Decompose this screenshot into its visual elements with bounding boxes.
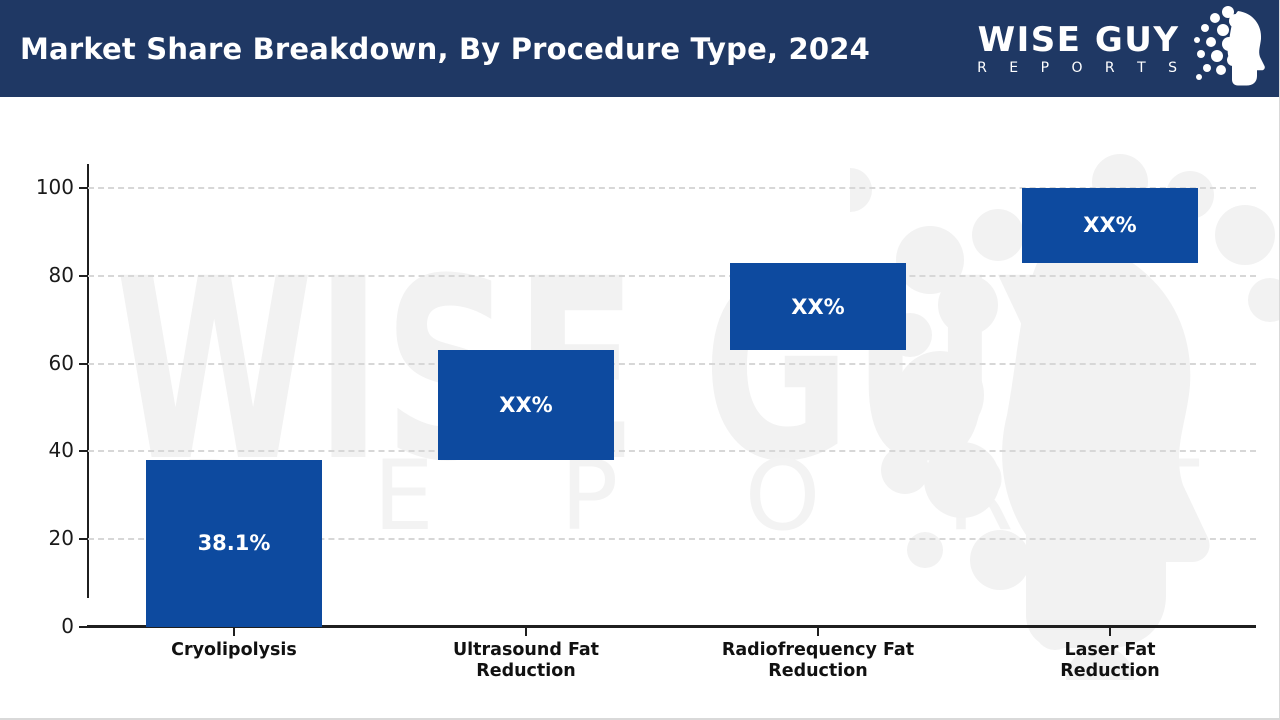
- x-category-label: Laser Fat Reduction: [1060, 640, 1160, 681]
- bar-value-label: XX%: [499, 393, 553, 418]
- bar-value-label: XX%: [1083, 213, 1137, 238]
- bar-value-label: XX%: [791, 294, 845, 319]
- x-category-label: Cryolipolysis: [171, 640, 297, 660]
- bar: XX%: [1022, 188, 1198, 263]
- y-tick-mark: [79, 274, 88, 277]
- x-category-label: Radiofrequency Fat Reduction: [721, 640, 915, 681]
- y-tick-mark: [79, 450, 88, 453]
- x-tick-mark: [817, 628, 819, 636]
- y-tick-mark: [79, 538, 88, 541]
- gridline: [88, 450, 1256, 453]
- x-axis-line: [87, 625, 1256, 628]
- gridline: [88, 274, 1256, 277]
- y-tick-label: 80: [48, 262, 74, 287]
- x-category-label: Ultrasound Fat Reduction: [452, 640, 600, 681]
- y-tick-label: 20: [48, 526, 74, 551]
- gridline: [88, 538, 1256, 541]
- x-tick-mark: [1109, 628, 1111, 636]
- logo-subtext: R E P O R T S: [977, 60, 1186, 76]
- y-tick-label: 40: [48, 438, 74, 463]
- x-tick-mark: [233, 628, 235, 636]
- y-tick-mark: [79, 626, 88, 628]
- bar-value-label: 38.1%: [197, 531, 271, 556]
- header-bar: Market Share Breakdown, By Procedure Typ…: [0, 0, 1279, 97]
- gridline: [88, 362, 1256, 365]
- brand-logo-text: WISE GUY R E P O R T S: [971, 22, 1186, 76]
- y-tick-mark: [79, 362, 88, 365]
- plot-area: 0 20 40 60 80 100 38.1% Cryolipolysis XX% Ultraso…: [0, 97, 1279, 718]
- y-tick-mark: [79, 187, 88, 189]
- y-axis-line: [87, 164, 89, 598]
- bar: 38.1%: [146, 459, 322, 627]
- brand-logo: WISE GUY R E P O R T S: [971, 6, 1268, 92]
- bar: XX%: [438, 350, 614, 460]
- logo-wordmark: WISE GUY: [977, 20, 1180, 60]
- logo-face-icon: [1194, 6, 1265, 86]
- y-tick-label: 100: [35, 175, 74, 199]
- bar: XX%: [730, 262, 906, 351]
- y-tick-label: 0: [61, 614, 74, 638]
- x-tick-mark: [525, 628, 527, 636]
- page-title: Market Share Breakdown, By Procedure Typ…: [20, 31, 871, 66]
- gridline: [88, 187, 1256, 189]
- y-tick-label: 60: [48, 350, 74, 375]
